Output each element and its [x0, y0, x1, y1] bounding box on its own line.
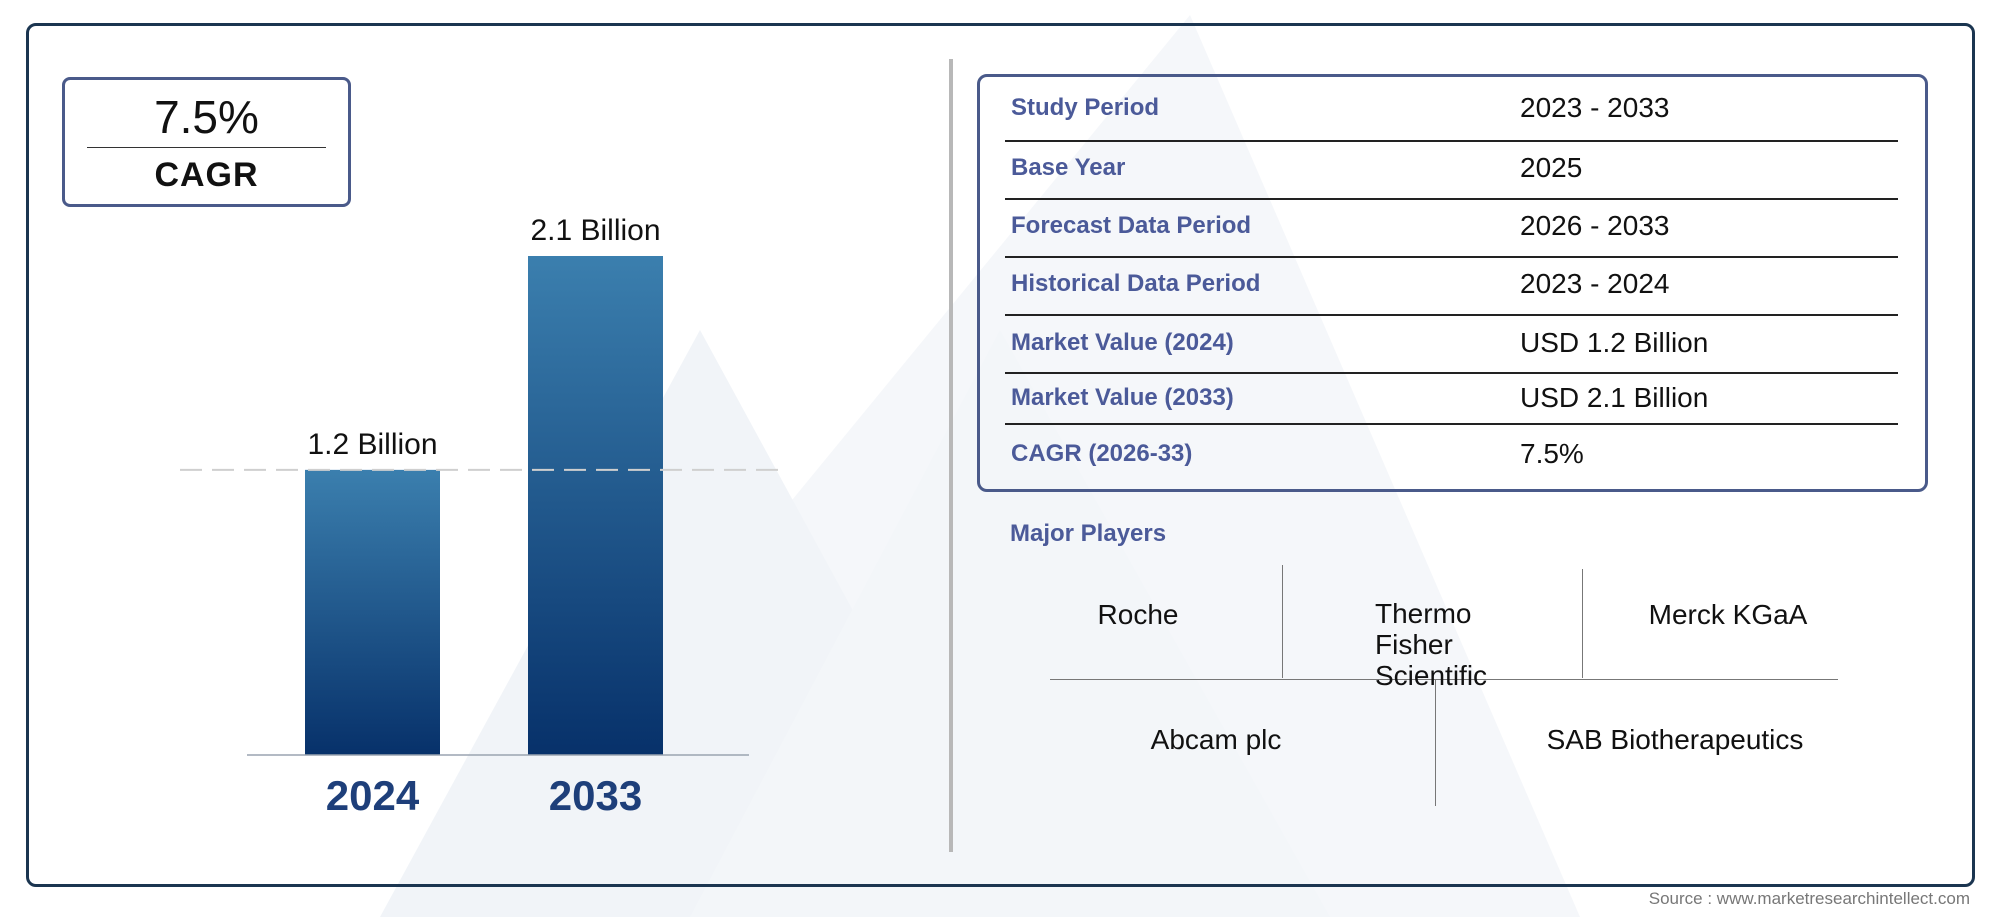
summary-table	[977, 74, 1928, 492]
row-value: 2026 - 2033	[1520, 210, 1670, 241]
row-separator	[1005, 314, 1898, 316]
bar-chart: 1.2 Billion 2024 2.1 Billion 2033	[180, 214, 788, 819]
row-label: Historical Data Period	[1011, 270, 1261, 297]
cagr-divider	[87, 147, 326, 148]
row-value: USD 1.2 Billion	[1520, 327, 1709, 358]
row-separator	[1005, 198, 1898, 200]
player-roche: Roche	[1097, 599, 1179, 630]
row-label: Forecast Data Period	[1011, 212, 1252, 239]
vertical-divider	[949, 59, 953, 852]
player-merck: Merck KGaA	[1648, 599, 1808, 630]
row-value: 2025	[1520, 152, 1583, 183]
grid-line	[1435, 680, 1436, 806]
data-label: 1.2 Billion	[307, 428, 437, 461]
grid-line	[1582, 569, 1583, 678]
row-value: 2023 - 2024	[1520, 268, 1670, 299]
row-value: USD 2.1 Billion	[1520, 382, 1709, 413]
grid-line	[1282, 565, 1283, 678]
row-value: 7.5%	[1520, 438, 1584, 469]
x-tick-label: 2024	[326, 772, 420, 819]
x-tick-label: 2033	[549, 772, 642, 819]
grid-line	[1050, 679, 1838, 680]
source-note: Source : www.marketresearchintellect.com	[1648, 889, 1970, 908]
player-thermo-fisher: Thermo Fisher Scientific	[1375, 598, 1488, 691]
player-sab: SAB Biotherapeutics	[1546, 724, 1804, 755]
row-separator	[1005, 372, 1898, 374]
bar-2033	[528, 256, 663, 755]
row-label: Base Year	[1011, 154, 1126, 181]
row-label: CAGR (2026-33)	[1011, 440, 1193, 467]
data-label: 2.1 Billion	[530, 214, 660, 247]
major-players-title: Major Players	[1010, 520, 1167, 547]
row-label: Market Value (2033)	[1011, 384, 1234, 411]
cagr-value: 7.5%	[154, 91, 259, 143]
player-abcam: Abcam plc	[1150, 724, 1282, 755]
cagr-box: 7.5% CAGR	[62, 77, 351, 207]
row-value: 2023 - 2033	[1520, 92, 1670, 123]
bar-2024	[305, 469, 440, 755]
row-separator	[1005, 256, 1898, 258]
row-separator	[1005, 140, 1898, 142]
cagr-label: CAGR	[154, 156, 259, 194]
row-label: Study Period	[1011, 94, 1160, 121]
card-frame	[26, 23, 1975, 887]
row-label: Market Value (2024)	[1011, 329, 1234, 356]
row-separator	[1005, 423, 1898, 425]
